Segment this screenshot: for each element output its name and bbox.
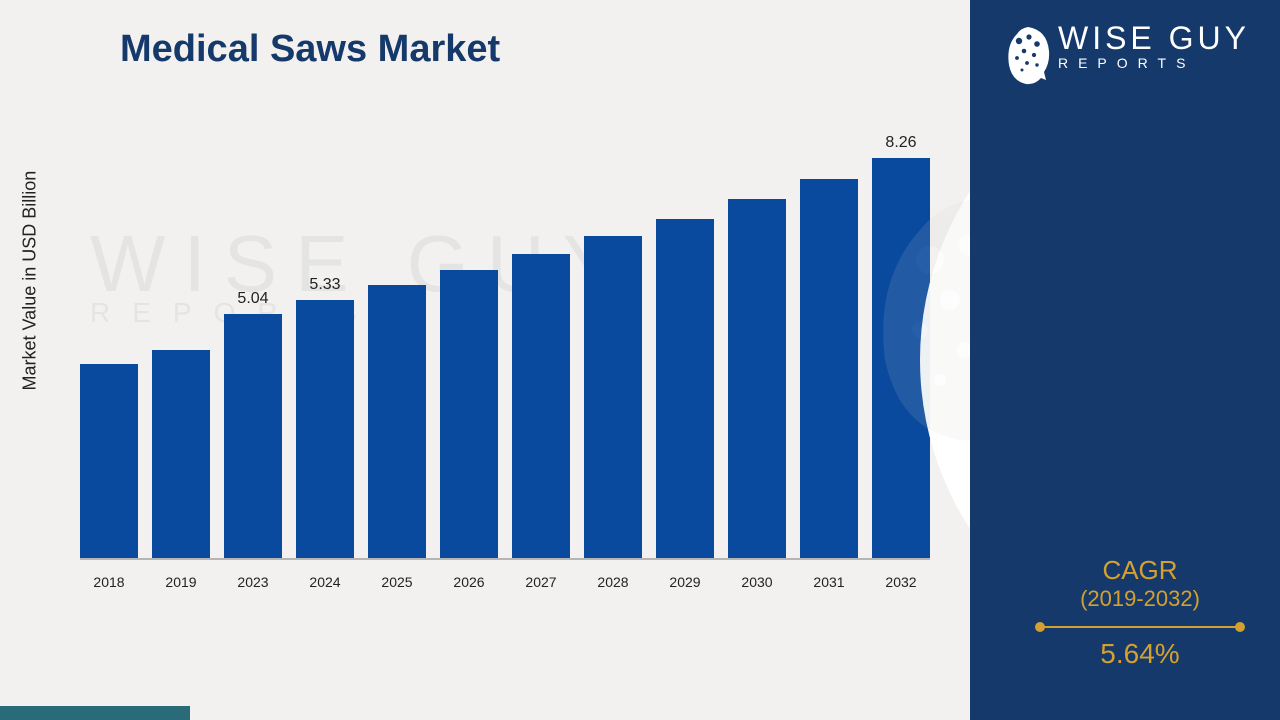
bar	[80, 364, 138, 558]
bar-wrapper	[656, 219, 714, 558]
x-axis-label: 2030	[728, 574, 786, 590]
bar	[512, 254, 570, 558]
x-axis-labels: 2018 2019 2023 2024 2025 2026 2027 2028 2029 2030…	[80, 574, 930, 590]
cagr-block: CAGR (2019-2032) 5.64%	[1040, 555, 1240, 670]
cagr-title: CAGR	[1040, 555, 1240, 586]
x-axis-label: 2031	[800, 574, 858, 590]
bar-wrapper: 5.04	[224, 314, 282, 558]
logo-sub-text: REPORTS	[1058, 55, 1250, 71]
x-axis-label: 2027	[512, 574, 570, 590]
x-axis-label: 2024	[296, 574, 354, 590]
bar-wrapper	[512, 254, 570, 558]
cagr-divider	[1040, 626, 1240, 628]
bar	[152, 350, 210, 558]
x-axis-label: 2026	[440, 574, 498, 590]
x-axis-label: 2019	[152, 574, 210, 590]
bar-value-label: 8.26	[885, 134, 916, 154]
bar-wrapper	[368, 285, 426, 558]
bar	[440, 270, 498, 558]
bottom-accent-strip	[0, 706, 190, 720]
bar-value-label: 5.33	[309, 276, 340, 296]
bar-wrapper: 5.33	[296, 300, 354, 558]
bar	[224, 314, 282, 558]
bars-container: 5.045.338.26	[80, 160, 930, 560]
bar-wrapper	[440, 270, 498, 558]
bar	[728, 199, 786, 558]
x-axis-label: 2023	[224, 574, 282, 590]
cagr-value: 5.64%	[1040, 638, 1240, 670]
bar	[656, 219, 714, 558]
bar-wrapper	[728, 199, 786, 558]
right-panel: WISE GUY REPORTS CAGR (2019-2032) 5.64%	[970, 0, 1280, 720]
bar-wrapper	[800, 179, 858, 558]
bar	[368, 285, 426, 558]
x-axis-label: 2029	[656, 574, 714, 590]
bar-value-label: 5.04	[237, 290, 268, 310]
x-axis-label: 2018	[80, 574, 138, 590]
x-axis-label: 2032	[872, 574, 930, 590]
logo-head-icon	[1003, 25, 1053, 85]
y-axis-label: Market Value in USD Billion	[20, 171, 41, 391]
chart-title: Medical Saws Market	[120, 28, 500, 71]
chart-area: 5.045.338.26 2018 2019 2023 2024 2025 2026 202…	[80, 160, 930, 600]
cagr-period: (2019-2032)	[1040, 586, 1240, 612]
bar-wrapper	[80, 364, 138, 558]
bar-wrapper	[152, 350, 210, 558]
chart-main-area: WISE GUY REPORTS Medical Saws Market Mar…	[0, 0, 970, 720]
logo-main-text: WISE GUY	[1058, 20, 1250, 57]
bar	[800, 179, 858, 558]
brand-logo: WISE GUY REPORTS	[1058, 20, 1250, 71]
bar	[296, 300, 354, 558]
x-axis-label: 2025	[368, 574, 426, 590]
bar-wrapper	[584, 236, 642, 558]
x-axis-label: 2028	[584, 574, 642, 590]
bar	[584, 236, 642, 558]
